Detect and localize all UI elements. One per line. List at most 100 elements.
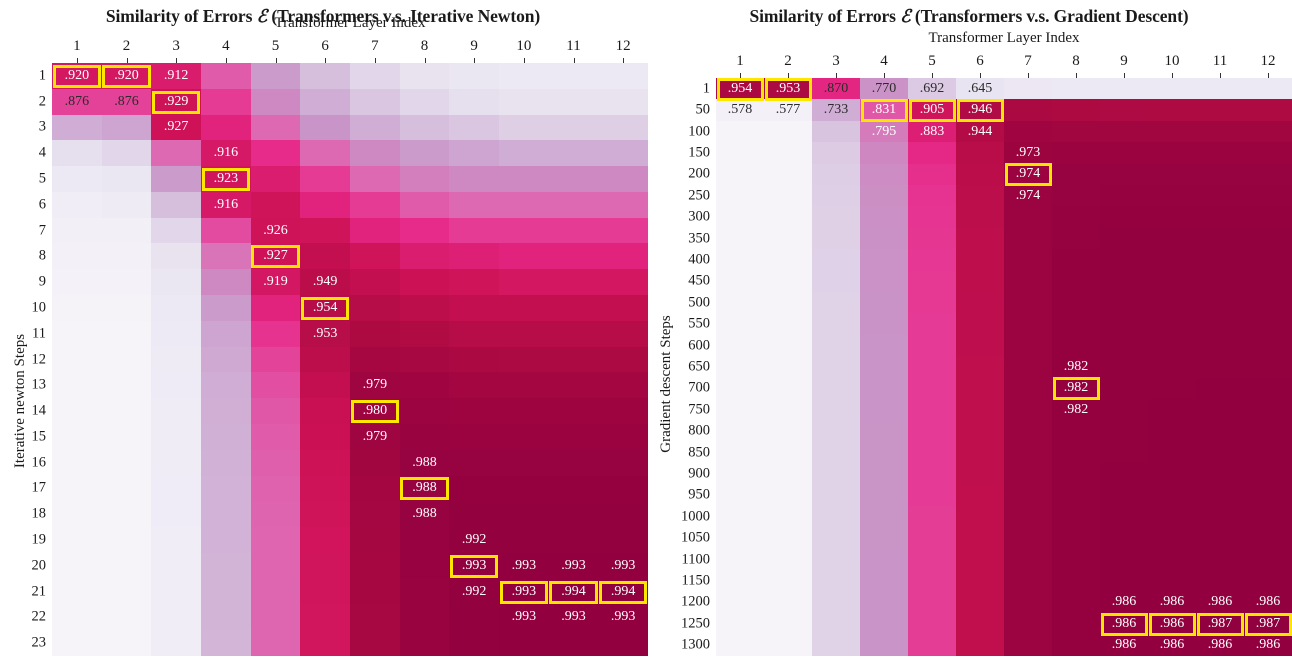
heatmap-cell — [1052, 634, 1101, 656]
heatmap-cell — [1196, 99, 1245, 122]
heatmap-cell — [449, 346, 500, 373]
heatmap-cell — [1244, 99, 1292, 122]
heatmap-cell — [1100, 377, 1149, 400]
heatmap-cell — [449, 372, 500, 399]
heatmap-cell — [1244, 527, 1292, 550]
x-tick-label: 9 — [470, 38, 478, 54]
heatmap-cell — [1196, 548, 1245, 571]
heatmap-cell — [399, 88, 450, 116]
heatmap-cell — [1052, 270, 1101, 293]
heatmap-cell — [201, 243, 252, 270]
heatmap-cell — [1004, 506, 1053, 529]
heatmap-cell — [1244, 313, 1292, 336]
heatmap-cell — [151, 191, 202, 219]
heatmap-cell — [908, 227, 957, 250]
right-heatmap-grid[interactable]: .954.953.870.770.692.645.578.577.733.831… — [716, 78, 1292, 656]
heatmap-cell — [1100, 120, 1149, 143]
heatmap-cell — [1196, 78, 1245, 100]
heatmap-cell — [548, 604, 599, 631]
heatmap-cell — [860, 377, 909, 400]
heatmap-cell — [598, 295, 648, 322]
heatmap-cell — [350, 269, 401, 296]
heatmap-cell — [101, 191, 152, 219]
heatmap-cell — [860, 484, 909, 507]
heatmap-cell — [956, 570, 1005, 593]
heatmap-cell — [201, 604, 252, 631]
heatmap-cell — [151, 552, 202, 580]
heatmap-cell — [52, 423, 103, 451]
heatmap-cell — [1100, 313, 1149, 336]
heatmap-cell — [1052, 548, 1101, 571]
heatmap-cell — [449, 63, 500, 90]
y-tick-label: 1250 — [681, 615, 710, 632]
x-tick-mark — [523, 58, 525, 63]
heatmap-cell — [812, 634, 861, 656]
heatmap-cell — [716, 399, 765, 422]
heatmap-cell — [449, 630, 500, 656]
heatmap-cell — [908, 377, 957, 400]
heatmap-cell — [764, 420, 813, 443]
heatmap-cell — [101, 63, 152, 90]
x-tick-mark — [474, 58, 476, 63]
heatmap-cell — [101, 475, 152, 502]
heatmap-cell — [716, 142, 765, 165]
heatmap-cell — [52, 63, 103, 90]
heatmap-cell — [860, 548, 909, 571]
x-tick-label: 6 — [976, 53, 984, 69]
y-tick-label: 15 — [31, 428, 47, 445]
heatmap-cell — [956, 313, 1005, 336]
left-heatmap-grid[interactable]: .920.920.912.876.876.929.927.916.923.916… — [52, 63, 648, 656]
heatmap-cell — [151, 449, 202, 477]
heatmap-cell — [300, 501, 351, 528]
heatmap-cell — [812, 570, 861, 593]
heatmap-cell — [812, 506, 861, 529]
heatmap-cell — [908, 613, 957, 636]
x-tick-label: 5 — [928, 53, 936, 69]
heatmap-cell — [764, 313, 813, 336]
heatmap-cell — [716, 591, 765, 614]
heatmap-cell — [860, 613, 909, 636]
y-tick-label: 21 — [31, 583, 47, 600]
heatmap-cell — [860, 399, 909, 422]
heatmap-cell — [399, 398, 450, 425]
heatmap-cell — [1244, 270, 1292, 293]
heatmap-cell — [1100, 613, 1149, 636]
heatmap-cell — [399, 243, 450, 270]
heatmap-cell — [812, 120, 861, 143]
heatmap-cell — [300, 88, 351, 116]
heatmap-cell — [956, 463, 1005, 486]
heatmap-cell — [1052, 441, 1101, 464]
heatmap-cell — [101, 423, 152, 451]
heatmap-cell — [764, 441, 813, 464]
y-tick-label: 300 — [688, 208, 710, 225]
heatmap-cell — [598, 140, 648, 167]
heatmap-cell — [250, 449, 301, 477]
heatmap-cell — [1148, 206, 1197, 229]
heatmap-cell — [1244, 356, 1292, 379]
heatmap-cell — [1100, 420, 1149, 443]
heatmap-cell — [499, 604, 550, 631]
heatmap-cell — [1196, 591, 1245, 614]
heatmap-cell — [1100, 591, 1149, 614]
heatmap-cell — [812, 463, 861, 486]
heatmap-cell — [1052, 591, 1101, 614]
heatmap-cell — [300, 320, 351, 348]
heatmap-cell — [201, 191, 252, 219]
heatmap-cell — [201, 217, 252, 245]
heatmap-cell — [1244, 484, 1292, 507]
heatmap-cell — [860, 249, 909, 272]
heatmap-cell — [1052, 527, 1101, 550]
heatmap-cell — [52, 398, 103, 425]
heatmap-cell — [1196, 334, 1245, 357]
heatmap-cell — [1148, 142, 1197, 165]
heatmap-cell — [1148, 334, 1197, 357]
heatmap-cell — [1148, 227, 1197, 250]
heatmap-cell — [908, 120, 957, 143]
heatmap-cell — [716, 506, 765, 529]
heatmap-cell — [1052, 142, 1101, 165]
heatmap-cell — [499, 320, 550, 348]
heatmap-cell — [1100, 185, 1149, 208]
heatmap-cell — [1148, 613, 1197, 636]
heatmap-cell — [52, 243, 103, 270]
heatmap-cell — [1196, 527, 1245, 550]
